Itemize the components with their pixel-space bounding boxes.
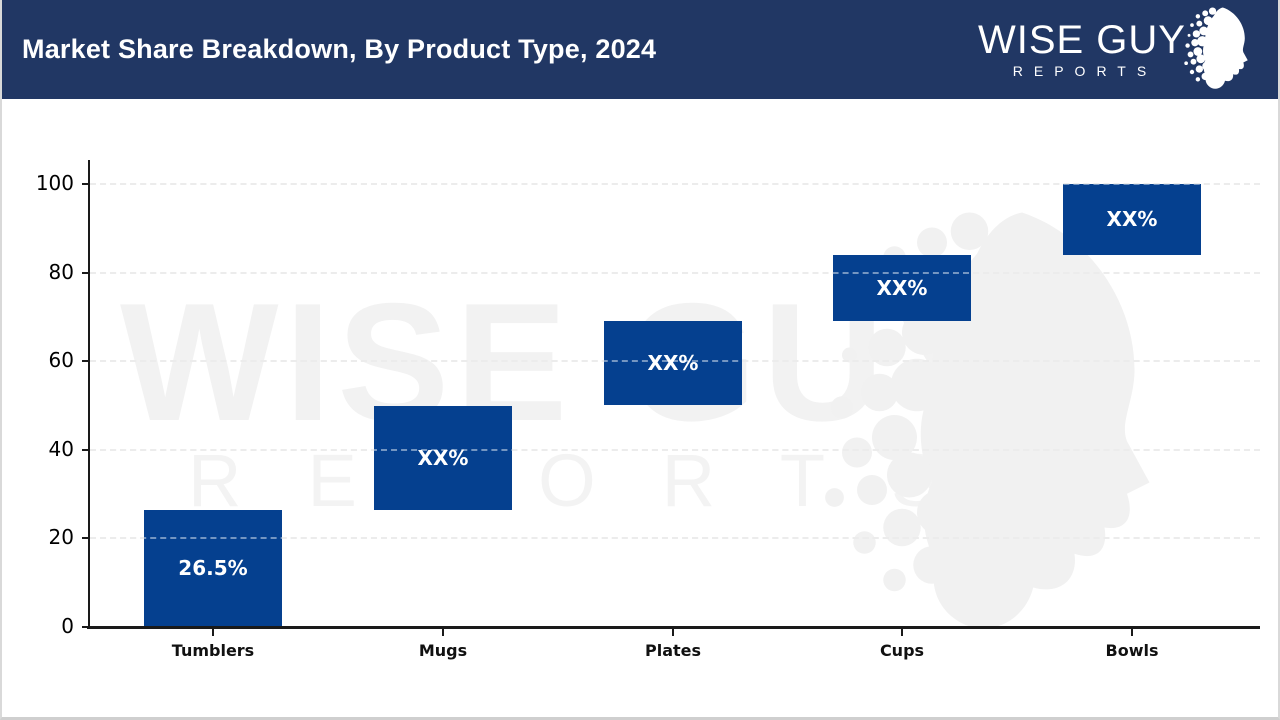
brand-logo-text: WISE GUY REPORTS <box>978 20 1186 79</box>
y-tick-mark-100 <box>82 183 90 185</box>
bar-value-label-cups: XX% <box>876 276 928 301</box>
y-tick-mark-40 <box>82 448 90 451</box>
x-tick-mark-tumblers <box>212 628 214 636</box>
y-tick-label-0: 0 <box>61 614 74 638</box>
bar-value-label-bowls: XX% <box>1106 207 1158 232</box>
x-tick-label-bowls: Bowls <box>1105 641 1159 660</box>
bar-value-label-mugs: XX% <box>417 445 469 470</box>
gridline-overlay-40 <box>90 448 1260 451</box>
x-tick-label-cups: Cups <box>879 641 925 660</box>
x-tick-label-mugs: Mugs <box>418 641 468 660</box>
bar-mugs: XX% <box>374 405 512 510</box>
gridline-40 <box>90 448 1260 451</box>
bar-tumblers: 26.5% <box>144 509 282 627</box>
y-tick-label-60: 60 <box>48 348 74 373</box>
x-tick-label-plates: Plates <box>644 641 702 660</box>
x-tick-mark-mugs <box>442 628 444 636</box>
bar-bowls: XX% <box>1063 184 1201 255</box>
y-tick-mark-0 <box>82 626 90 628</box>
brand-head-logo-icon <box>1184 6 1248 89</box>
bar-cups: XX% <box>833 254 971 322</box>
brand-logo: WISE GUY REPORTS <box>978 6 1256 94</box>
brand-subtext: REPORTS <box>1012 63 1158 79</box>
x-tick-mark-cups <box>901 628 903 636</box>
bar-value-label-plates: XX% <box>647 351 699 376</box>
gridline-overlay-60 <box>90 360 1260 363</box>
gridline-100 <box>90 183 1260 185</box>
y-axis-spine <box>88 160 90 629</box>
y-tick-mark-20 <box>82 537 90 540</box>
bar-value-label-tumblers: 26.5% <box>178 556 248 581</box>
y-tick-label-20: 20 <box>48 525 74 550</box>
y-tick-label-40: 40 <box>48 436 74 461</box>
gridline-80 <box>90 271 1260 274</box>
header-bar: Market Share Breakdown, By Product Type,… <box>2 0 1278 99</box>
brand-wordmark: WISE GUY <box>977 18 1186 62</box>
x-tick-mark-plates <box>672 628 674 636</box>
gridline-overlay-100 <box>90 183 1260 185</box>
y-tick-mark-80 <box>82 271 90 274</box>
bar-plates: XX% <box>604 321 742 406</box>
gridline-overlay-80 <box>90 271 1260 274</box>
gridline-20 <box>90 537 1260 540</box>
y-tick-label-100: 100 <box>35 171 74 195</box>
x-tick-label-tumblers: Tumblers <box>171 641 255 660</box>
x-tick-mark-bowls <box>1131 628 1133 636</box>
y-tick-label-80: 80 <box>48 259 74 284</box>
gridline-overlay-20 <box>90 537 1260 540</box>
x-axis-line <box>87 626 1260 629</box>
y-tick-mark-60 <box>82 360 90 363</box>
page-title: Market Share Breakdown, By Product Type,… <box>22 34 657 64</box>
